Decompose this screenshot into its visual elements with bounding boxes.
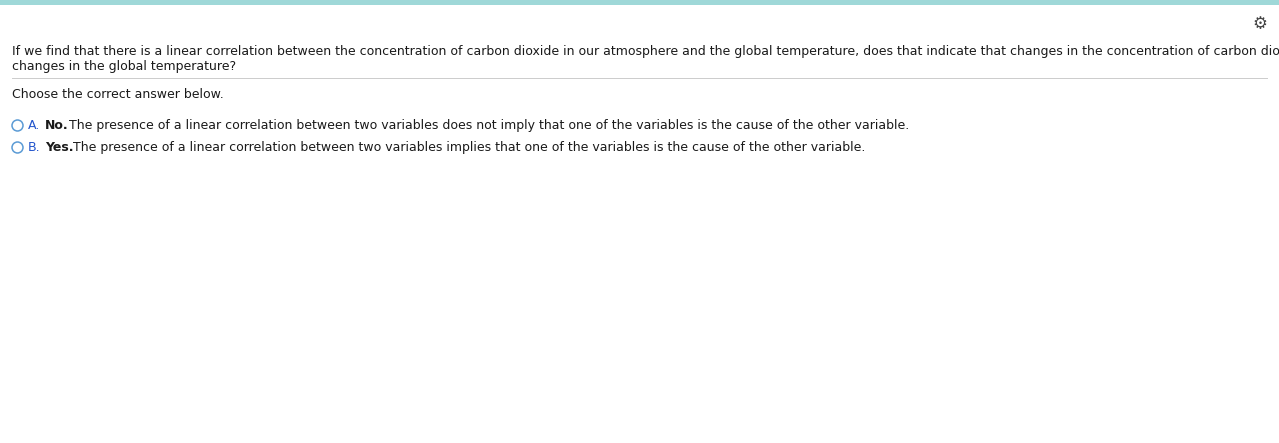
- Text: changes in the global temperature?: changes in the global temperature?: [12, 60, 237, 73]
- Text: The presence of a linear correlation between two variables implies that one of t: The presence of a linear correlation bet…: [65, 141, 866, 154]
- Text: If we find that there is a linear correlation between the concentration of carbo: If we find that there is a linear correl…: [12, 45, 1279, 58]
- Text: Choose the correct answer below.: Choose the correct answer below.: [12, 88, 224, 101]
- Text: The presence of a linear correlation between two variables does not imply that o: The presence of a linear correlation bet…: [61, 119, 909, 132]
- Text: B.: B.: [28, 141, 41, 154]
- Text: Yes.: Yes.: [45, 141, 73, 154]
- Bar: [0, 0, 1279, 5]
- Text: A.: A.: [28, 119, 40, 132]
- Text: ⚙: ⚙: [1252, 15, 1267, 33]
- Text: No.: No.: [45, 119, 69, 132]
